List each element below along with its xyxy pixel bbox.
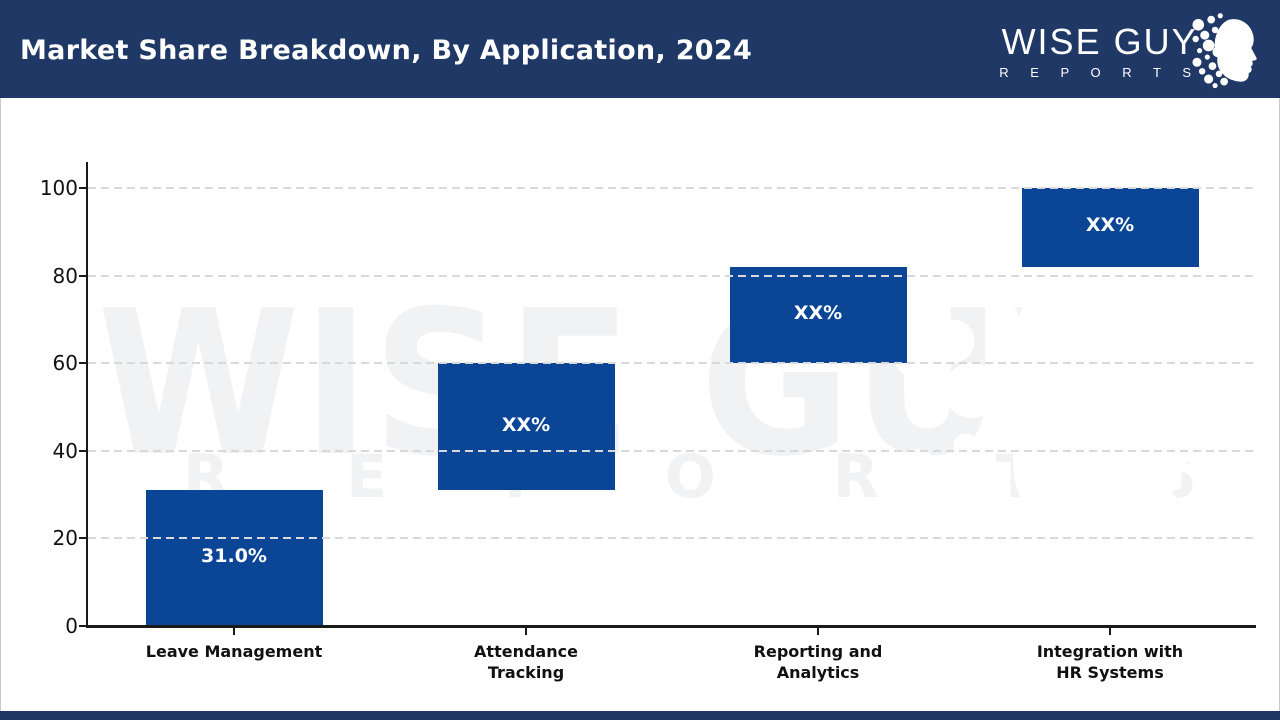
y-tick-label: 40: [52, 438, 78, 463]
bar-value-label: XX%: [501, 413, 551, 436]
gridline-80: [88, 274, 1256, 277]
dotted-head-icon: [1192, 13, 1257, 89]
bar-value-label: 31.0%: [201, 545, 267, 568]
gridline-60: [88, 362, 1256, 365]
y-tick-label: 100: [39, 176, 78, 200]
y-tick-mark: [79, 449, 87, 452]
y-tick-mark: [79, 537, 87, 540]
y-tick-label: 0: [65, 614, 78, 638]
x-axis-line: [86, 625, 1256, 628]
logo-text: WISE GUY R E P O R T S: [999, 21, 1200, 80]
y-tick-label: 20: [52, 526, 78, 551]
logo-subtitle: R E P O R T S: [999, 64, 1200, 80]
logo-wordmark: WISE GUY: [1001, 20, 1198, 62]
x-tick-mark: [1109, 627, 1111, 635]
category-label: Attendance Tracking: [474, 642, 578, 682]
y-tick-mark: [79, 187, 87, 189]
x-tick-mark: [525, 627, 527, 635]
y-tick-mark: [79, 362, 87, 365]
bar-reporting-and-analytics: [729, 266, 907, 364]
y-tick-label: 80: [52, 263, 78, 288]
footer-band: [0, 711, 1280, 720]
gridline-40: [88, 449, 1256, 452]
page-title: Market Share Breakdown, By Application, …: [20, 35, 753, 66]
bar-integration-with-hr-systems: [1021, 188, 1199, 267]
y-tick-label: 60: [52, 351, 78, 376]
y-tick-mark: [79, 274, 87, 277]
bar-leave-management: [145, 490, 323, 626]
category-label: Reporting and Analytics: [753, 642, 883, 682]
y-axis-line: [86, 162, 88, 628]
category-label: Integration with HR Systems: [1036, 642, 1184, 682]
watermark-head-graphic: [894, 236, 1201, 594]
bar-attendance-tracking: [437, 363, 615, 491]
x-tick-mark: [233, 627, 235, 635]
wise-guy-reports-logo: WISE GUY R E P O R T S: [999, 8, 1270, 92]
gridline-20: [88, 537, 1256, 540]
bar-value-label: XX%: [1085, 214, 1135, 237]
bar-value-label: XX%: [793, 302, 843, 325]
header-band: Market Share Breakdown, By Application, …: [0, 0, 1280, 98]
gridline-100: [88, 187, 1256, 189]
category-label: Leave Management: [145, 642, 323, 661]
x-tick-mark: [817, 627, 819, 635]
y-tick-mark: [79, 625, 87, 627]
